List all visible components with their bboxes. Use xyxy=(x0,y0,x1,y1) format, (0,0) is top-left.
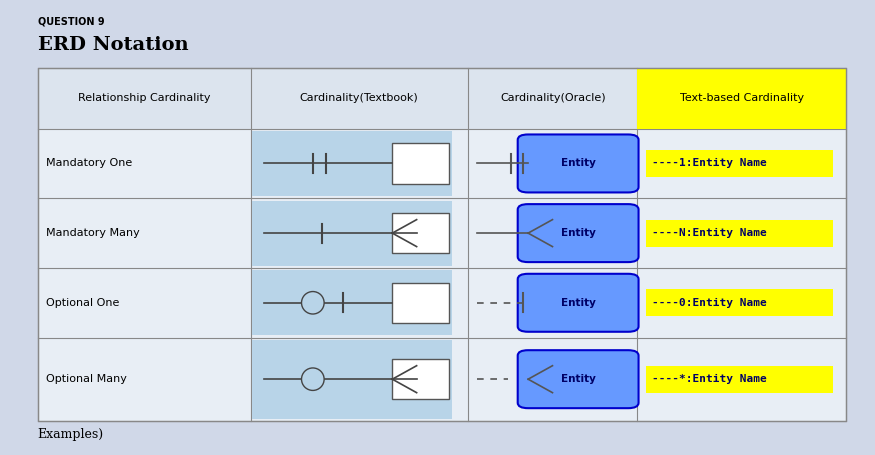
Bar xyxy=(38,198,846,268)
Text: Relationship Cardinality: Relationship Cardinality xyxy=(78,93,210,103)
FancyBboxPatch shape xyxy=(392,143,449,184)
Text: Mandatory One: Mandatory One xyxy=(46,158,132,168)
Bar xyxy=(252,270,452,335)
FancyBboxPatch shape xyxy=(518,274,639,332)
Text: Entity: Entity xyxy=(561,298,596,308)
Text: Entity: Entity xyxy=(561,158,596,168)
Bar xyxy=(38,129,846,198)
FancyBboxPatch shape xyxy=(392,213,449,253)
Text: Entity: Entity xyxy=(561,228,596,238)
Text: ----N:Entity Name: ----N:Entity Name xyxy=(652,228,767,238)
Bar xyxy=(638,68,846,129)
FancyBboxPatch shape xyxy=(392,359,449,399)
Text: Optional Many: Optional Many xyxy=(46,374,127,384)
Text: Entity: Entity xyxy=(561,374,596,384)
Text: ERD Notation: ERD Notation xyxy=(38,36,188,55)
Bar xyxy=(38,338,846,421)
Text: QUESTION 9: QUESTION 9 xyxy=(38,16,104,26)
Text: ----1:Entity Name: ----1:Entity Name xyxy=(652,158,767,168)
Bar xyxy=(38,68,846,421)
FancyBboxPatch shape xyxy=(392,283,449,323)
Bar xyxy=(646,366,833,393)
FancyBboxPatch shape xyxy=(518,204,639,262)
Ellipse shape xyxy=(302,292,324,314)
Text: Mandatory Many: Mandatory Many xyxy=(46,228,140,238)
Text: Cardinality(Oracle): Cardinality(Oracle) xyxy=(500,93,606,103)
Bar xyxy=(252,201,452,266)
Bar xyxy=(38,268,846,338)
Text: Text-based Cardinality: Text-based Cardinality xyxy=(680,93,804,103)
Bar xyxy=(646,220,833,247)
Ellipse shape xyxy=(302,368,324,390)
FancyBboxPatch shape xyxy=(518,350,639,408)
Bar xyxy=(646,150,833,177)
Bar xyxy=(252,340,452,419)
Text: ----0:Entity Name: ----0:Entity Name xyxy=(652,298,767,308)
Text: Cardinality(Textbook): Cardinality(Textbook) xyxy=(300,93,418,103)
Bar xyxy=(646,289,833,316)
Text: Examples): Examples) xyxy=(38,428,103,440)
Bar xyxy=(252,131,452,196)
Text: ----*:Entity Name: ----*:Entity Name xyxy=(652,374,767,384)
FancyBboxPatch shape xyxy=(518,135,639,192)
Text: Optional One: Optional One xyxy=(46,298,120,308)
Bar xyxy=(38,68,846,129)
